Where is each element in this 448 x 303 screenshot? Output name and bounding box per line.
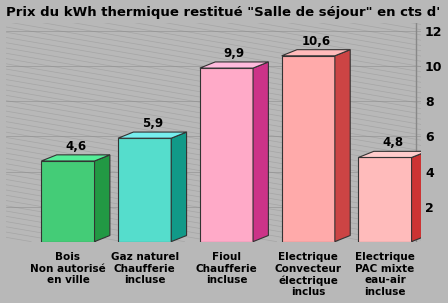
Polygon shape — [358, 158, 412, 241]
Polygon shape — [41, 155, 110, 161]
Text: Prix du kWh thermique restitué "Salle de séjour" en cts d'  €: Prix du kWh thermique restitué "Salle de… — [5, 5, 448, 18]
Text: 9,9: 9,9 — [224, 47, 245, 60]
Polygon shape — [282, 56, 335, 241]
Polygon shape — [412, 151, 427, 241]
Polygon shape — [200, 68, 253, 241]
Polygon shape — [200, 62, 268, 68]
Polygon shape — [118, 138, 171, 241]
Polygon shape — [41, 161, 95, 241]
Text: 10,6: 10,6 — [302, 35, 331, 48]
Polygon shape — [118, 132, 186, 138]
Text: 5,9: 5,9 — [142, 117, 163, 130]
Polygon shape — [171, 132, 186, 241]
Text: 4,8: 4,8 — [382, 136, 403, 149]
Polygon shape — [358, 151, 427, 158]
Text: 4,6: 4,6 — [65, 140, 86, 153]
Polygon shape — [335, 50, 350, 241]
Polygon shape — [95, 155, 110, 241]
Polygon shape — [253, 62, 268, 241]
Polygon shape — [282, 50, 350, 56]
